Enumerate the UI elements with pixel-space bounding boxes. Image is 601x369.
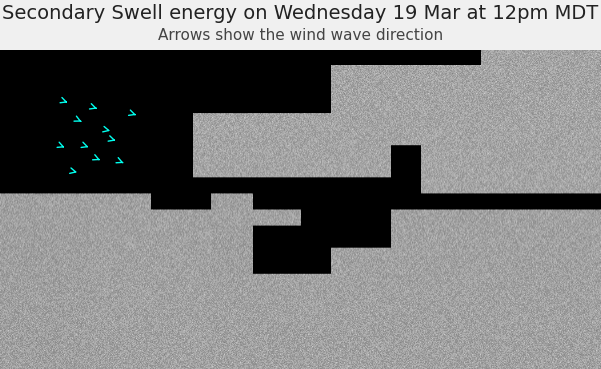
Text: Secondary Swell energy on Wednesday 19 Mar at 12pm MDT: Secondary Swell energy on Wednesday 19 M… (2, 4, 599, 24)
Text: Arrows show the wind wave direction: Arrows show the wind wave direction (158, 28, 443, 44)
